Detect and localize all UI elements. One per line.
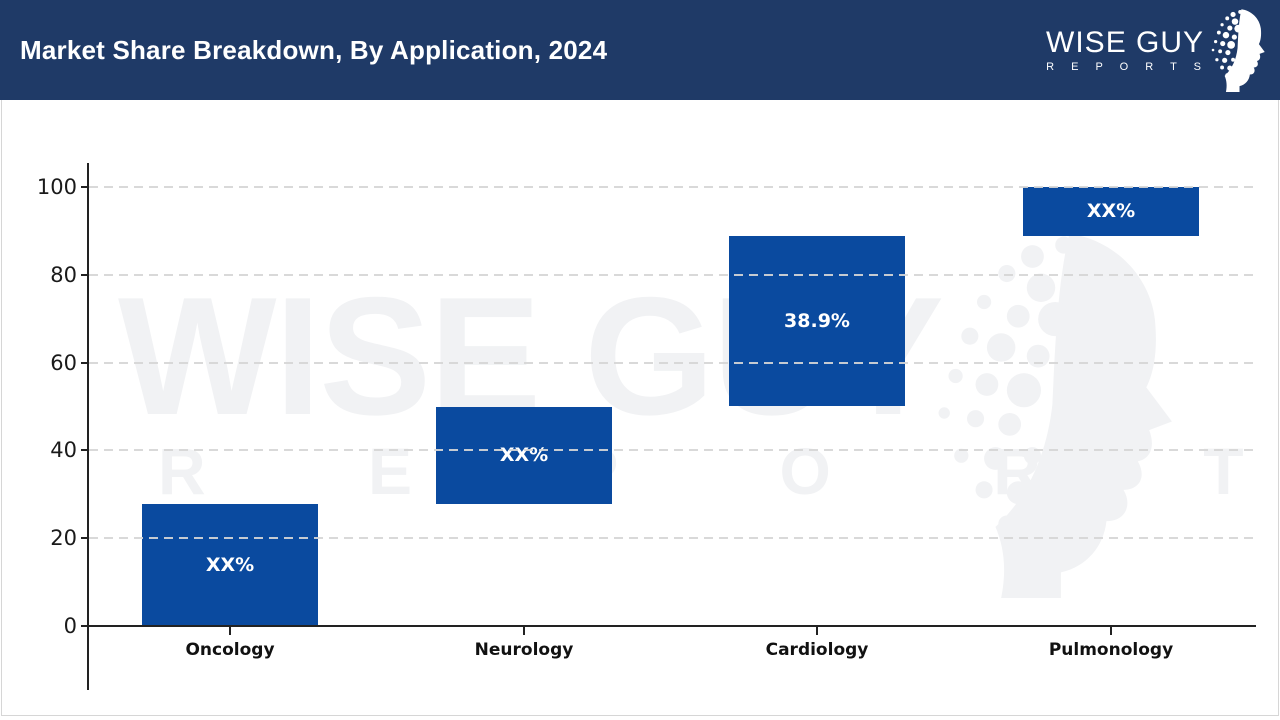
bar-cardiology: 38.9% bbox=[729, 235, 905, 407]
x-category-label: Cardiology bbox=[765, 640, 869, 660]
y-gridline bbox=[89, 186, 1255, 188]
x-category-label: Neurology bbox=[474, 640, 574, 660]
y-gridline bbox=[89, 273, 1255, 276]
y-tick bbox=[81, 625, 89, 627]
logo-text: WISE GUY R E P O R T S bbox=[1042, 27, 1208, 73]
x-axis-line bbox=[87, 625, 1256, 627]
bar-value-label: 38.9% bbox=[784, 310, 850, 333]
bar-pulmonology: XX% bbox=[1023, 187, 1199, 236]
y-gridline bbox=[89, 537, 1255, 540]
bar-value-label: XX% bbox=[1086, 200, 1136, 223]
y-axis-line bbox=[87, 163, 89, 690]
report-header: Market Share Breakdown, By Application, … bbox=[0, 0, 1280, 100]
y-tick-label: 100 bbox=[36, 175, 77, 199]
x-category-label: Oncology bbox=[185, 640, 275, 660]
y-tick bbox=[81, 537, 89, 540]
x-category-label: Pulmonology bbox=[1048, 640, 1174, 660]
y-gridline bbox=[89, 361, 1255, 364]
y-tick-label: 60 bbox=[50, 350, 77, 375]
y-gridline bbox=[89, 449, 1255, 452]
y-tick bbox=[81, 449, 89, 452]
bar-oncology: XX% bbox=[142, 503, 318, 626]
wise-guy-logo: WISE GUY R E P O R T S bbox=[1042, 8, 1268, 92]
y-tick bbox=[81, 186, 89, 188]
waterfall-chart: 0 20 40 60 80 100 XX% Oncology XX% Neurology 38.9%… bbox=[0, 100, 1280, 716]
bar-neurology: XX% bbox=[436, 406, 612, 504]
x-tick bbox=[1110, 627, 1112, 635]
x-tick bbox=[816, 627, 818, 635]
page-title: Market Share Breakdown, By Application, … bbox=[20, 34, 608, 65]
x-tick bbox=[229, 627, 231, 635]
wise-guy-face-icon bbox=[1211, 9, 1265, 92]
y-tick bbox=[81, 361, 89, 364]
bar-value-label: XX% bbox=[205, 553, 255, 576]
y-tick-label: 20 bbox=[50, 526, 77, 551]
logo-subtitle: R E P O R T S bbox=[1046, 60, 1208, 73]
y-tick bbox=[81, 273, 89, 276]
y-tick-label: 80 bbox=[50, 262, 77, 287]
x-tick bbox=[523, 627, 525, 635]
bar-value-label: XX% bbox=[499, 444, 549, 467]
y-tick-label: 40 bbox=[50, 438, 77, 463]
y-tick-label: 0 bbox=[63, 614, 77, 638]
logo-wordmark: WISE GUY bbox=[1046, 26, 1205, 60]
